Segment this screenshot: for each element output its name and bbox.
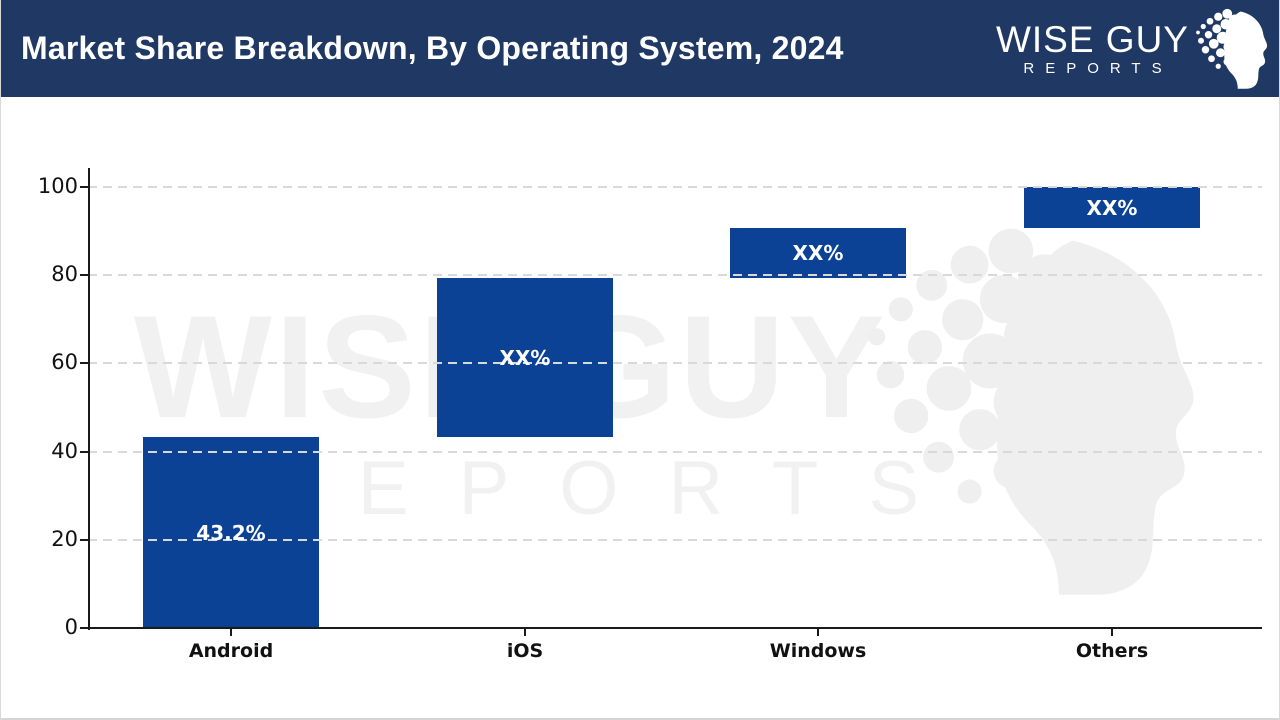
bar-value-label: XX% bbox=[792, 241, 844, 266]
logo-text: WISE GUY REPORTS bbox=[996, 21, 1189, 77]
x-tick-mark bbox=[524, 629, 526, 636]
y-tick-mark bbox=[80, 186, 88, 188]
y-tick-label: 20 bbox=[51, 526, 78, 551]
x-category-label: iOS bbox=[506, 640, 544, 662]
bar-windows: XX% bbox=[730, 228, 906, 278]
y-tick-label: 60 bbox=[51, 350, 78, 375]
y-tick-label: 40 bbox=[51, 438, 78, 463]
x-axis-line bbox=[88, 627, 1262, 629]
x-tick-mark bbox=[1111, 629, 1113, 636]
bar-ios: XX% bbox=[437, 277, 613, 438]
gridline-40 bbox=[88, 450, 1262, 453]
y-tick-mark bbox=[80, 627, 88, 629]
y-axis-line bbox=[88, 168, 90, 630]
logo-wordmark: WISE GUY bbox=[995, 18, 1189, 60]
bar-value-label: XX% bbox=[499, 345, 551, 370]
logo-subtitle: REPORTS bbox=[1023, 59, 1173, 77]
y-tick-label: 80 bbox=[51, 262, 78, 287]
gridline-80 bbox=[88, 274, 1262, 277]
y-tick-mark bbox=[80, 362, 88, 365]
y-tick-label: 100 bbox=[37, 174, 78, 198]
bar-others: XX% bbox=[1024, 187, 1200, 229]
bar-android: 43.2% bbox=[143, 437, 319, 628]
gridline-100 bbox=[88, 186, 1262, 188]
gridline-60 bbox=[88, 362, 1262, 365]
dotted-head-profile-icon bbox=[1196, 8, 1268, 89]
waterfall-chart: 43.2% XX% XX% XX% 0 20 40 60 80 100 Android iOS Wind… bbox=[1, 97, 1279, 718]
y-tick-mark bbox=[80, 450, 88, 453]
bar-value-label: XX% bbox=[1086, 195, 1138, 220]
x-category-label: Windows bbox=[769, 640, 867, 662]
y-tick-mark bbox=[80, 274, 88, 277]
page-title: Market Share Breakdown, By Operating Sys… bbox=[21, 30, 844, 66]
x-tick-mark bbox=[817, 629, 819, 636]
x-category-label: Others bbox=[1075, 640, 1149, 662]
wise-guy-reports-logo: WISE GUY REPORTS bbox=[996, 7, 1269, 91]
y-tick-mark bbox=[80, 538, 88, 541]
x-category-label: Android bbox=[188, 640, 274, 662]
y-tick-label: 0 bbox=[64, 615, 78, 639]
bar-value-label: 43.2% bbox=[196, 520, 266, 545]
x-tick-mark bbox=[230, 629, 232, 636]
header: Market Share Breakdown, By Operating Sys… bbox=[1, 0, 1279, 97]
gridline-20 bbox=[88, 538, 1262, 541]
